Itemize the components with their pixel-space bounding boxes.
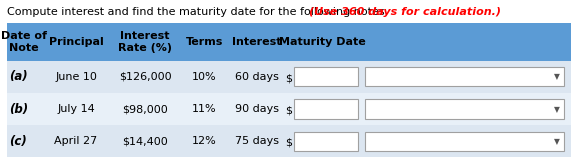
- Text: (c): (c): [9, 135, 27, 148]
- Text: Interest: Interest: [232, 37, 281, 47]
- Text: Date of
Note: Date of Note: [1, 31, 47, 53]
- Text: June 10: June 10: [55, 72, 97, 82]
- Text: $14,400: $14,400: [123, 136, 168, 146]
- Text: $126,000: $126,000: [119, 72, 172, 82]
- Text: $: $: [285, 106, 292, 116]
- Bar: [365, 67, 564, 86]
- Text: (b): (b): [9, 103, 28, 116]
- Bar: [294, 99, 358, 119]
- Text: (Use 360 days for calculation.): (Use 360 days for calculation.): [309, 7, 501, 17]
- Text: April 27: April 27: [54, 136, 98, 146]
- Bar: [7, 125, 571, 157]
- Text: $98,000: $98,000: [123, 104, 168, 114]
- Text: Interest
Rate (%): Interest Rate (%): [118, 31, 172, 53]
- Text: 60 days: 60 days: [235, 72, 279, 82]
- Bar: [7, 61, 571, 93]
- Text: Compute interest and find the maturity date for the following notes. (Use 360 da: Compute interest and find the maturity d…: [7, 7, 562, 17]
- Text: ▼: ▼: [554, 104, 560, 114]
- Text: Maturity Date: Maturity Date: [280, 37, 366, 47]
- Text: Terms: Terms: [186, 37, 223, 47]
- Text: 11%: 11%: [192, 104, 217, 114]
- Bar: [294, 67, 358, 86]
- Text: 75 days: 75 days: [235, 136, 279, 146]
- Text: 90 days: 90 days: [235, 104, 279, 114]
- Text: 10%: 10%: [192, 72, 217, 82]
- Bar: [294, 132, 358, 151]
- Text: ▼: ▼: [554, 72, 560, 81]
- Text: $: $: [285, 73, 292, 83]
- Bar: [365, 99, 564, 119]
- Text: ▼: ▼: [554, 137, 560, 146]
- Bar: [7, 23, 571, 61]
- Text: 12%: 12%: [192, 136, 217, 146]
- Text: Compute interest and find the maturity date for the following notes.: Compute interest and find the maturity d…: [7, 7, 392, 17]
- Bar: [7, 93, 571, 125]
- Text: (a): (a): [9, 70, 28, 83]
- Text: July 14: July 14: [57, 104, 95, 114]
- Bar: [365, 132, 564, 151]
- Text: $: $: [285, 138, 292, 148]
- Text: Principal: Principal: [49, 37, 103, 47]
